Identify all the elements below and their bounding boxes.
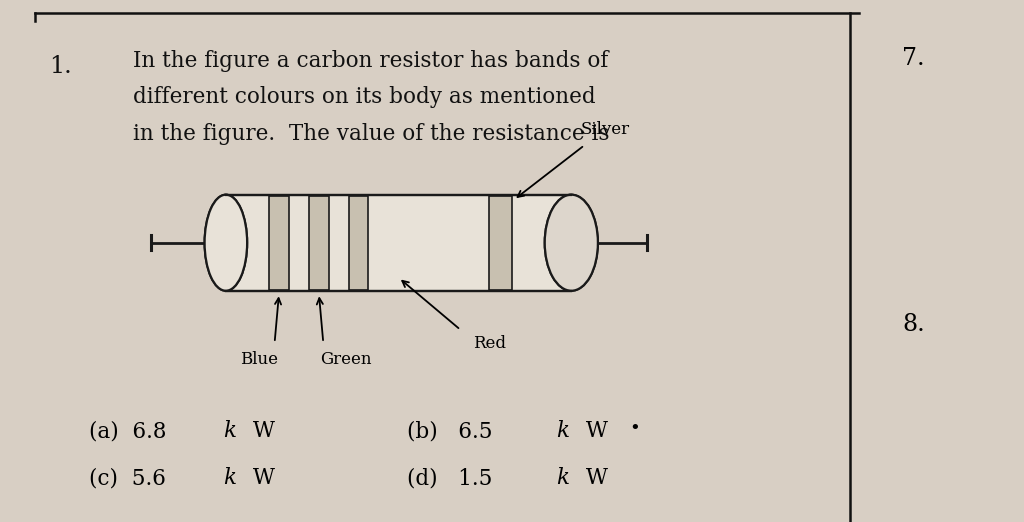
Text: Blue: Blue xyxy=(241,351,279,368)
Ellipse shape xyxy=(545,195,598,291)
Text: different colours on its body as mentioned: different colours on its body as mention… xyxy=(133,86,596,108)
Text: W: W xyxy=(580,467,608,489)
Text: Silver: Silver xyxy=(581,121,630,138)
Text: W: W xyxy=(580,420,608,442)
Text: 8.: 8. xyxy=(902,313,925,336)
Text: k: k xyxy=(223,420,237,442)
Text: W: W xyxy=(246,467,275,489)
Text: in the figure.  The value of the resistance is: in the figure. The value of the resistan… xyxy=(133,123,609,145)
Text: (b)   6.5: (b) 6.5 xyxy=(408,420,500,442)
Bar xyxy=(269,196,289,290)
Bar xyxy=(226,195,571,291)
Ellipse shape xyxy=(545,195,598,291)
Text: (a)  6.8: (a) 6.8 xyxy=(89,420,173,442)
Text: k: k xyxy=(556,420,569,442)
Bar xyxy=(309,196,329,290)
Text: 1.: 1. xyxy=(49,55,72,78)
Text: k: k xyxy=(223,467,237,489)
Bar xyxy=(349,196,369,290)
Text: Green: Green xyxy=(319,351,371,368)
Text: 7.: 7. xyxy=(902,47,925,70)
Ellipse shape xyxy=(205,195,247,291)
Bar xyxy=(488,196,512,290)
Text: •: • xyxy=(629,420,640,438)
Text: In the figure a carbon resistor has bands of: In the figure a carbon resistor has band… xyxy=(133,50,608,72)
Ellipse shape xyxy=(205,195,247,291)
Text: (c)  5.6: (c) 5.6 xyxy=(89,467,172,489)
Text: k: k xyxy=(556,467,569,489)
Text: W: W xyxy=(246,420,275,442)
Text: Red: Red xyxy=(473,335,506,352)
Text: (d)   1.5: (d) 1.5 xyxy=(408,467,500,489)
